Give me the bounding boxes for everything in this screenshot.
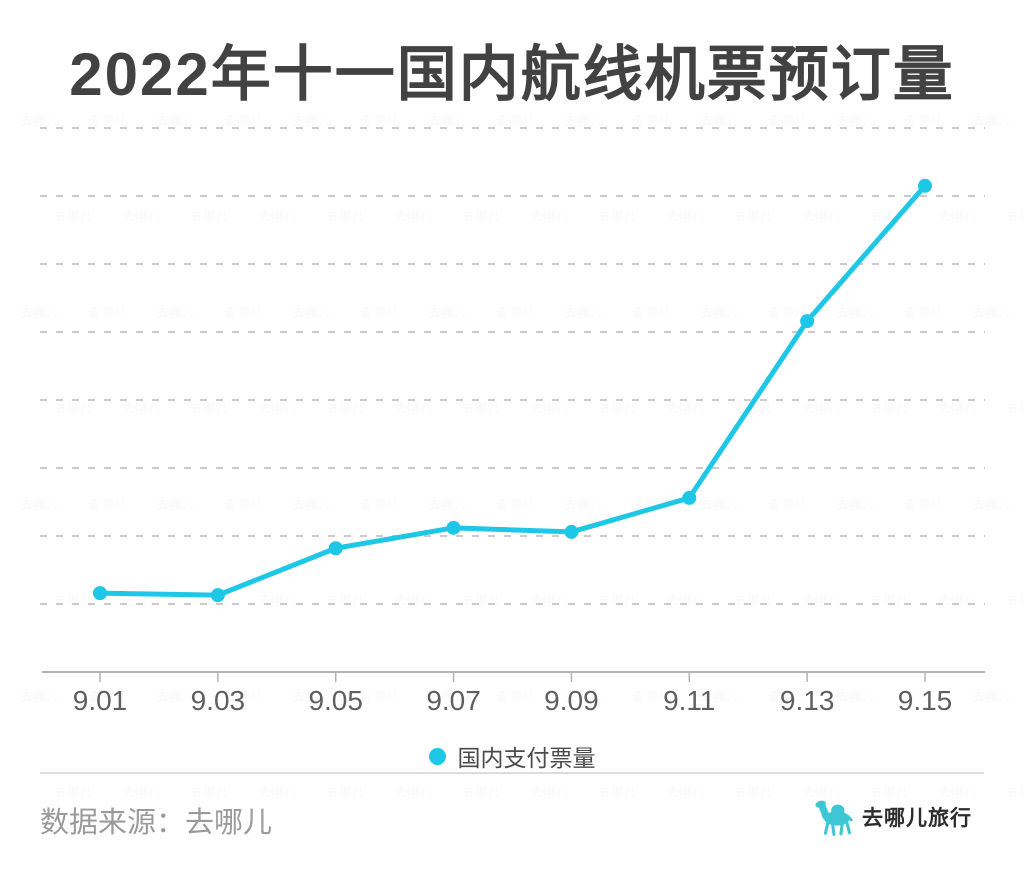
camel-icon <box>815 800 854 836</box>
series-line <box>97 183 928 598</box>
data-point <box>564 524 579 539</box>
x-tick-label: 9.13 <box>780 685 835 716</box>
legend-label: 国内支付票量 <box>457 745 596 771</box>
x-tick-label: 9.15 <box>898 685 953 716</box>
data-point <box>93 586 107 601</box>
data-point <box>800 314 815 329</box>
chart-title: 2022年十一国内航线机票预订量 <box>69 41 955 108</box>
data-source-label: 数据来源：去哪儿 <box>40 807 273 839</box>
x-tick-label: 9.11 <box>663 685 715 716</box>
data-point <box>328 541 343 556</box>
legend-marker-icon <box>428 747 446 765</box>
data-point <box>446 520 461 535</box>
x-tick-label: 9.07 <box>426 685 481 716</box>
footer-divider <box>40 772 984 774</box>
data-point <box>682 490 697 505</box>
qunar-logo: 去哪儿旅行 <box>812 797 972 837</box>
x-tick-label: 9.05 <box>308 685 363 716</box>
x-tick-label: 9.03 <box>191 685 246 716</box>
legend: 国内支付票量 <box>0 739 1024 773</box>
qunar-logo-text: 去哪儿旅行 <box>862 807 972 830</box>
data-point <box>918 178 932 193</box>
data-point <box>210 588 225 603</box>
x-tick-label: 9.09 <box>544 685 599 716</box>
x-tick-label: 9.01 <box>73 685 128 716</box>
